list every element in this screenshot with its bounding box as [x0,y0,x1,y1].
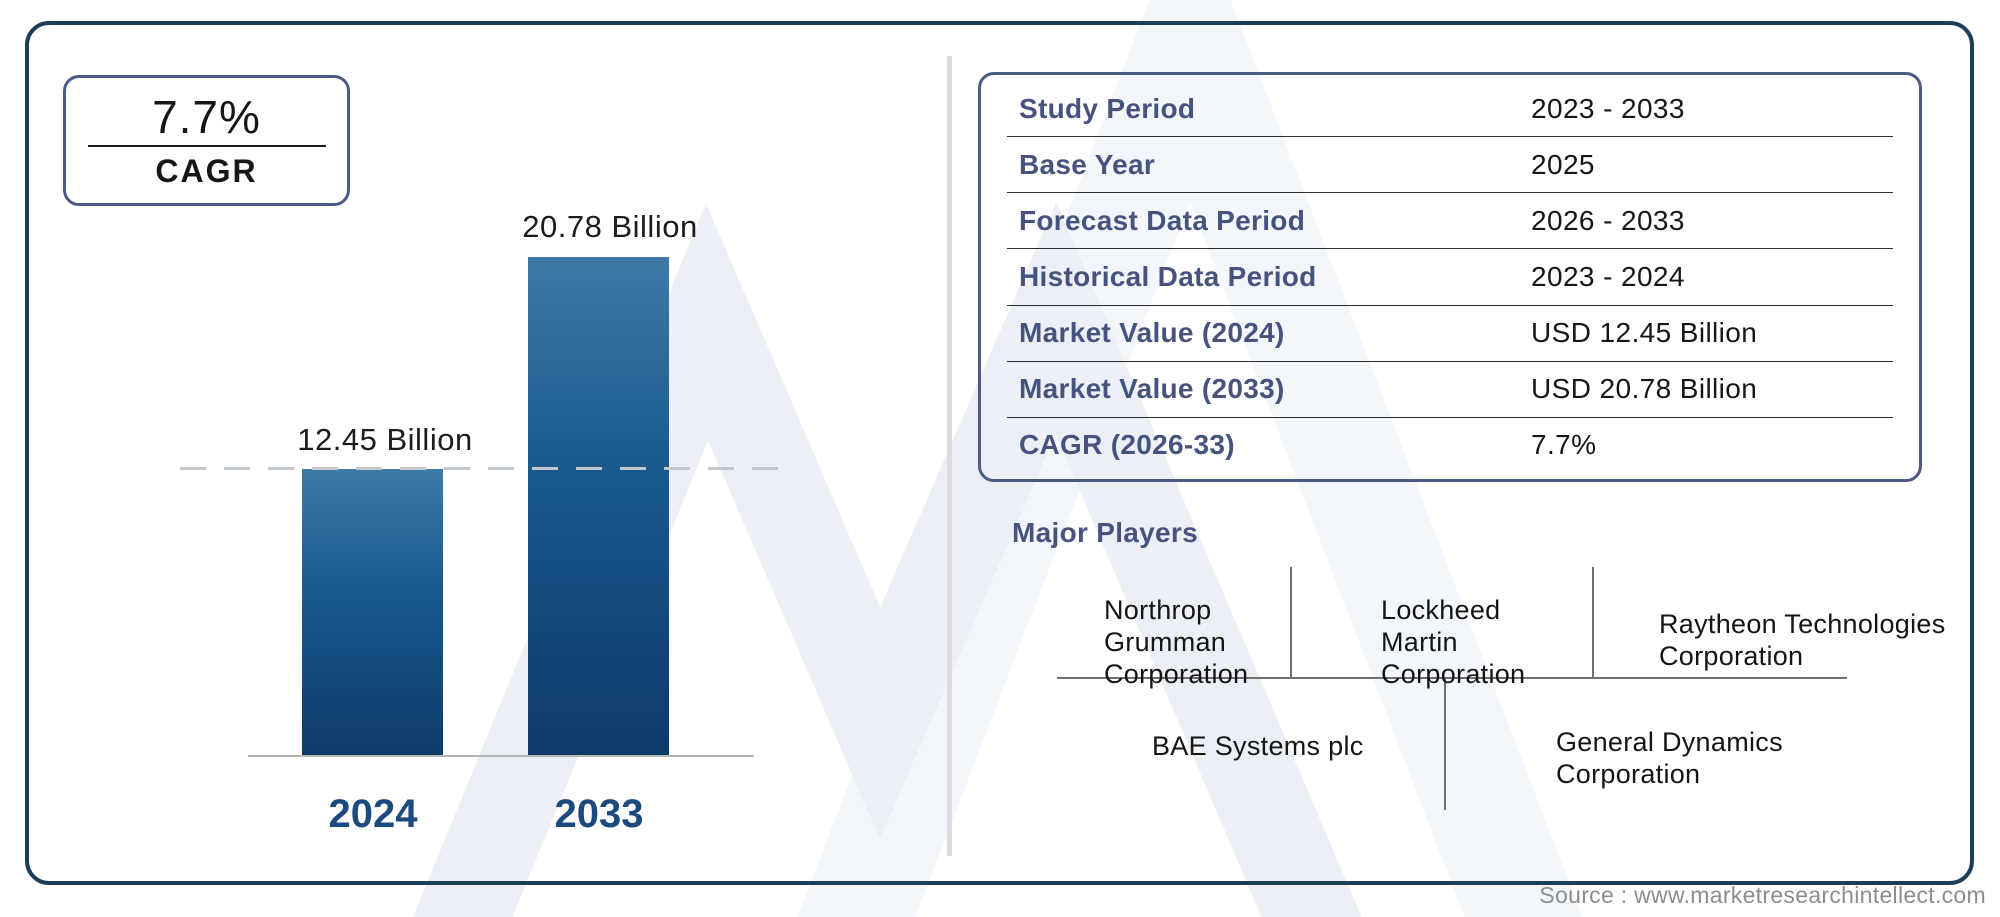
table-row: Market Value (2024) USD 12.45 Billion [1007,306,1893,362]
table-row-value: 7.7% [1531,429,1597,461]
player-northrop-grumman: Northrop Grumman Corporation [1104,595,1249,689]
reference-dashed-line [180,467,792,470]
x-axis-baseline [248,755,754,757]
table-row-label: Forecast Data Period [1019,204,1306,236]
table-row: Study Period 2023 - 2033 [1007,81,1893,138]
player-raytheon-technologies: Raytheon Technologies Corporation [1659,609,1946,671]
player-general-dynamics: General Dynamics Corporation [1556,727,1783,789]
players-tick-line [1444,678,1446,810]
table-row-value: 2023 - 2024 [1531,260,1685,292]
players-tick-line [1290,567,1292,677]
table-row-label: Historical Data Period [1019,260,1317,292]
table-row-label: Market Value (2033) [1019,373,1285,405]
panel-divider-line [947,56,952,856]
cagr-divider-line [87,144,326,147]
bar-value-label-2033: 20.78 Billion [522,209,698,244]
source-attribution: Source : www.marketresearchintellect.com [1539,882,1986,908]
outer-frame-border [25,21,1974,885]
cagr-value: 7.7% [152,90,261,143]
table-row-value: USD 12.45 Billion [1531,317,1758,349]
bar-value-label-2024: 12.45 Billion [297,422,473,457]
x-tick-label-2024: 2024 [328,792,418,836]
table-row-value: 2025 [1531,148,1595,180]
bar-2024 [302,469,443,756]
major-players-heading: Major Players [1012,517,1198,548]
table-row-value: USD 20.78 Billion [1531,373,1758,405]
players-axis-line [1057,677,1847,679]
table-row-label: CAGR (2026-33) [1019,429,1235,461]
table-row-value: 2023 - 2033 [1531,92,1685,124]
x-tick-label-2033: 2033 [554,792,644,836]
player-bae-systems: BAE Systems plc [1152,731,1364,761]
table-row-label: Market Value (2024) [1019,317,1285,349]
table-row-value: 2026 - 2033 [1531,204,1685,236]
table-row: Forecast Data Period 2026 - 2033 [1007,193,1893,250]
table-row-label: Study Period [1019,92,1196,124]
table-row: CAGR (2026-33) 7.7% [1007,418,1893,473]
study-info-table: Study Period 2023 - 2033 Base Year 2025 … [978,72,1922,482]
table-row: Base Year 2025 [1007,137,1893,194]
table-row-label: Base Year [1019,148,1156,180]
players-tick-line [1592,567,1594,677]
bar-2033 [528,257,669,756]
cagr-label: CAGR [155,152,258,189]
table-row: Market Value (2033) USD 20.78 Billion [1007,362,1893,418]
cagr-callout-box: 7.7% CAGR [63,75,350,206]
table-row: Historical Data Period 2023 - 2024 [1007,249,1893,306]
player-lockheed-martin: Lockheed Martin Corporation [1381,595,1526,689]
